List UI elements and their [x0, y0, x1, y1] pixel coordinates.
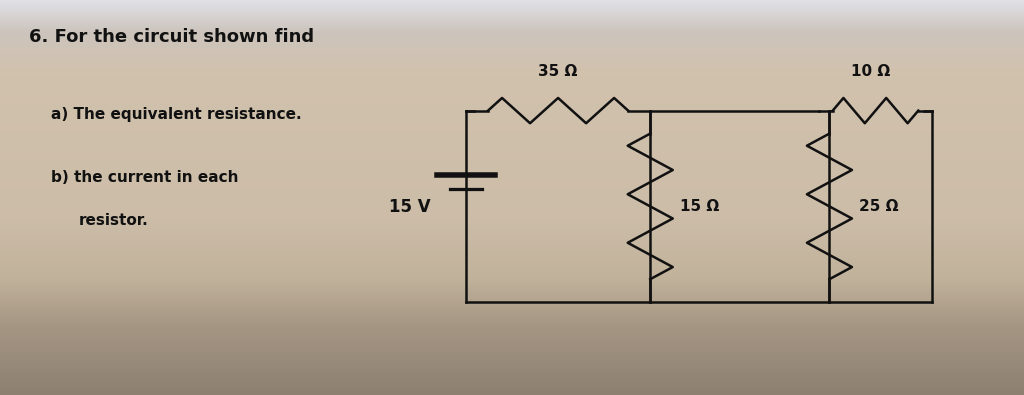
- Text: a) The equivalent resistance.: a) The equivalent resistance.: [51, 107, 302, 122]
- Text: 25 Ω: 25 Ω: [859, 199, 898, 214]
- Text: 15 V: 15 V: [389, 198, 430, 216]
- Text: 15 Ω: 15 Ω: [680, 199, 719, 214]
- Text: 35 Ω: 35 Ω: [539, 64, 578, 79]
- Text: resistor.: resistor.: [79, 213, 148, 228]
- Text: 10 Ω: 10 Ω: [851, 64, 890, 79]
- Text: b) the current in each: b) the current in each: [51, 170, 239, 185]
- Text: 6. For the circuit shown find: 6. For the circuit shown find: [29, 28, 313, 46]
